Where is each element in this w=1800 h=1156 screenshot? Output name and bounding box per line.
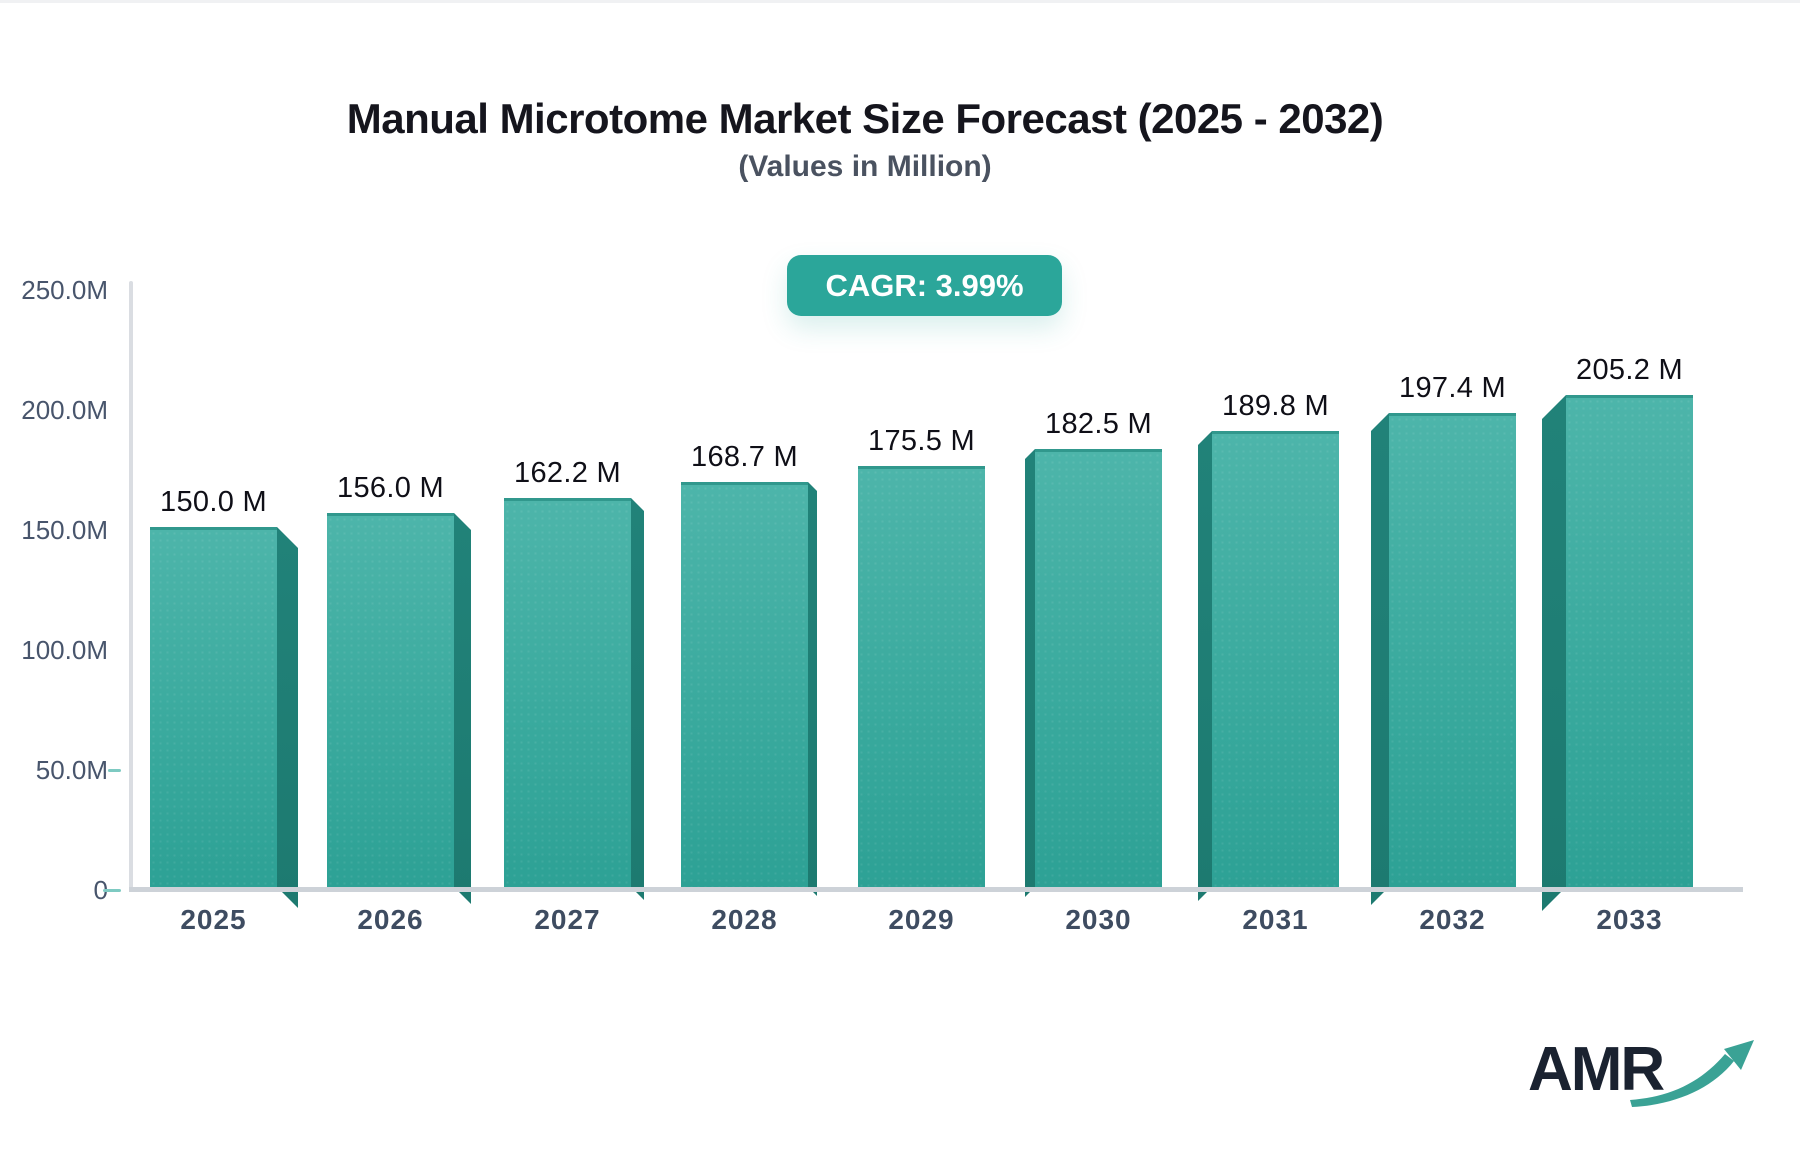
bar-front-face [1035,449,1162,887]
bar-2028[interactable]: 168.7 M [681,441,808,887]
y-tick-label: 100.0M [21,635,108,665]
y-tick-label: 50.0M [35,755,108,785]
y-tick-label: 200.0M [21,395,108,425]
x-axis-label-2027: 2027 [534,904,601,935]
y-axis-line [129,281,133,892]
chart-subtitle: (Values in Million) [738,150,992,183]
y-tick-dash [108,769,121,772]
bar-value-label: 175.5 M [868,425,975,457]
amr-logo: AMR [1528,1035,1758,1115]
bar-value-label: 197.4 M [1399,372,1506,404]
x-axis-label-2033: 2033 [1596,904,1663,935]
bar-2031[interactable]: 189.8 M [1212,390,1339,887]
amr-logo-text: AMR [1528,1035,1665,1104]
x-axis-label-2025: 2025 [180,904,247,935]
bar-2032[interactable]: 197.4 M [1389,372,1516,887]
chart-title: Manual Microtome Market Size Forecast (2… [346,95,1384,142]
bar-front-face [858,466,985,887]
bar-value-label: 189.8 M [1222,390,1329,422]
bar-3d-side [631,498,644,900]
bar-2027[interactable]: 162.2 M [504,457,631,887]
y-tick-label: 150.0M [21,515,108,545]
bar-value-label: 156.0 M [337,472,444,504]
x-axis-label-2030: 2030 [1065,904,1132,935]
x-axis-label-2032: 2032 [1419,904,1486,935]
y-tick-label: 250.0M [21,275,108,305]
bar-3d-side [1542,395,1566,911]
bar-front-face [327,513,454,887]
bar-front-face [150,527,277,887]
bar-front-face [1389,413,1516,887]
bar-3d-side [277,527,298,908]
y-tick-dash [103,889,121,892]
bar-front-face [1566,395,1693,887]
bar-3d-side [808,482,817,896]
bar-value-label: 168.7 M [691,441,798,473]
bar-2026[interactable]: 156.0 M [327,472,454,887]
bar-front-face [1212,431,1339,887]
x-axis-label-2026: 2026 [357,904,424,935]
bar-3d-side [1371,413,1389,905]
cagr-badge: CAGR: 3.99% [787,255,1062,316]
bar-value-label: 182.5 M [1045,408,1152,440]
bar-front-face [504,498,631,887]
bar-3d-side [1025,449,1035,897]
growth-arrow-icon [1630,1040,1754,1107]
bar-value-label: 205.2 M [1576,354,1683,386]
bar-2029[interactable]: 175.5 M [858,425,985,887]
bar-value-label: 150.0 M [160,486,267,518]
bar-value-label: 162.2 M [514,457,621,489]
bar-3d-side [1198,431,1212,901]
bar-2030[interactable]: 182.5 M [1035,408,1162,887]
bar-2025[interactable]: 150.0 M [150,486,277,887]
y-tick-label: 0 [93,875,108,905]
bar-3d-side [454,513,471,904]
x-axis-label-2029: 2029 [888,904,955,935]
x-axis-baseline [129,887,1743,892]
x-axis-label-2028: 2028 [711,904,778,935]
bar-2033[interactable]: 205.2 M [1566,354,1693,887]
bar-front-face [681,482,808,887]
x-axis-label-2031: 2031 [1242,904,1309,935]
